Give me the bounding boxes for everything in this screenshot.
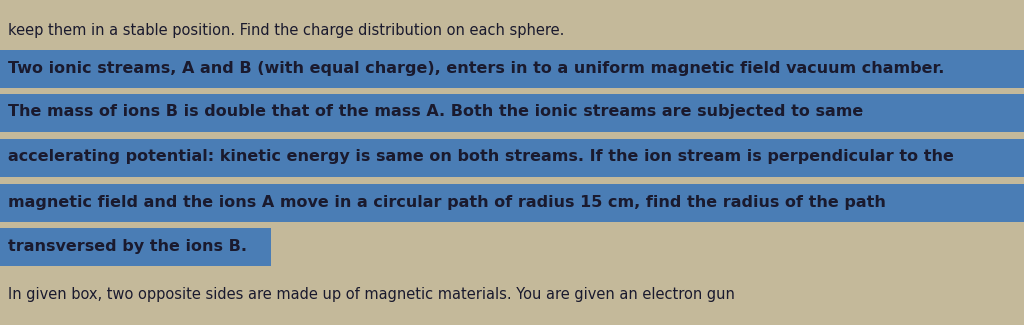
Text: keep them in a stable position. Find the charge distribution on each sphere.: keep them in a stable position. Find the… [8,22,564,37]
FancyBboxPatch shape [0,184,1024,222]
FancyBboxPatch shape [0,50,1024,88]
Text: transversed by the ions B.: transversed by the ions B. [8,240,247,254]
Text: Two ionic streams, A and B (with equal charge), enters in to a uniform magnetic : Two ionic streams, A and B (with equal c… [8,60,944,75]
Text: magnetic field and the ions A move in a circular path of radius 15 cm, find the : magnetic field and the ions A move in a … [8,194,886,210]
Text: accelerating potential: kinetic energy is same on both streams. If the ion strea: accelerating potential: kinetic energy i… [8,150,954,164]
FancyBboxPatch shape [0,228,271,266]
FancyBboxPatch shape [0,94,1024,132]
FancyBboxPatch shape [0,139,1024,177]
Text: The mass of ions B is double that of the mass A. Both the ionic streams are subj: The mass of ions B is double that of the… [8,105,863,120]
Text: In given box, two opposite sides are made up of magnetic materials. You are give: In given box, two opposite sides are mad… [8,288,735,303]
